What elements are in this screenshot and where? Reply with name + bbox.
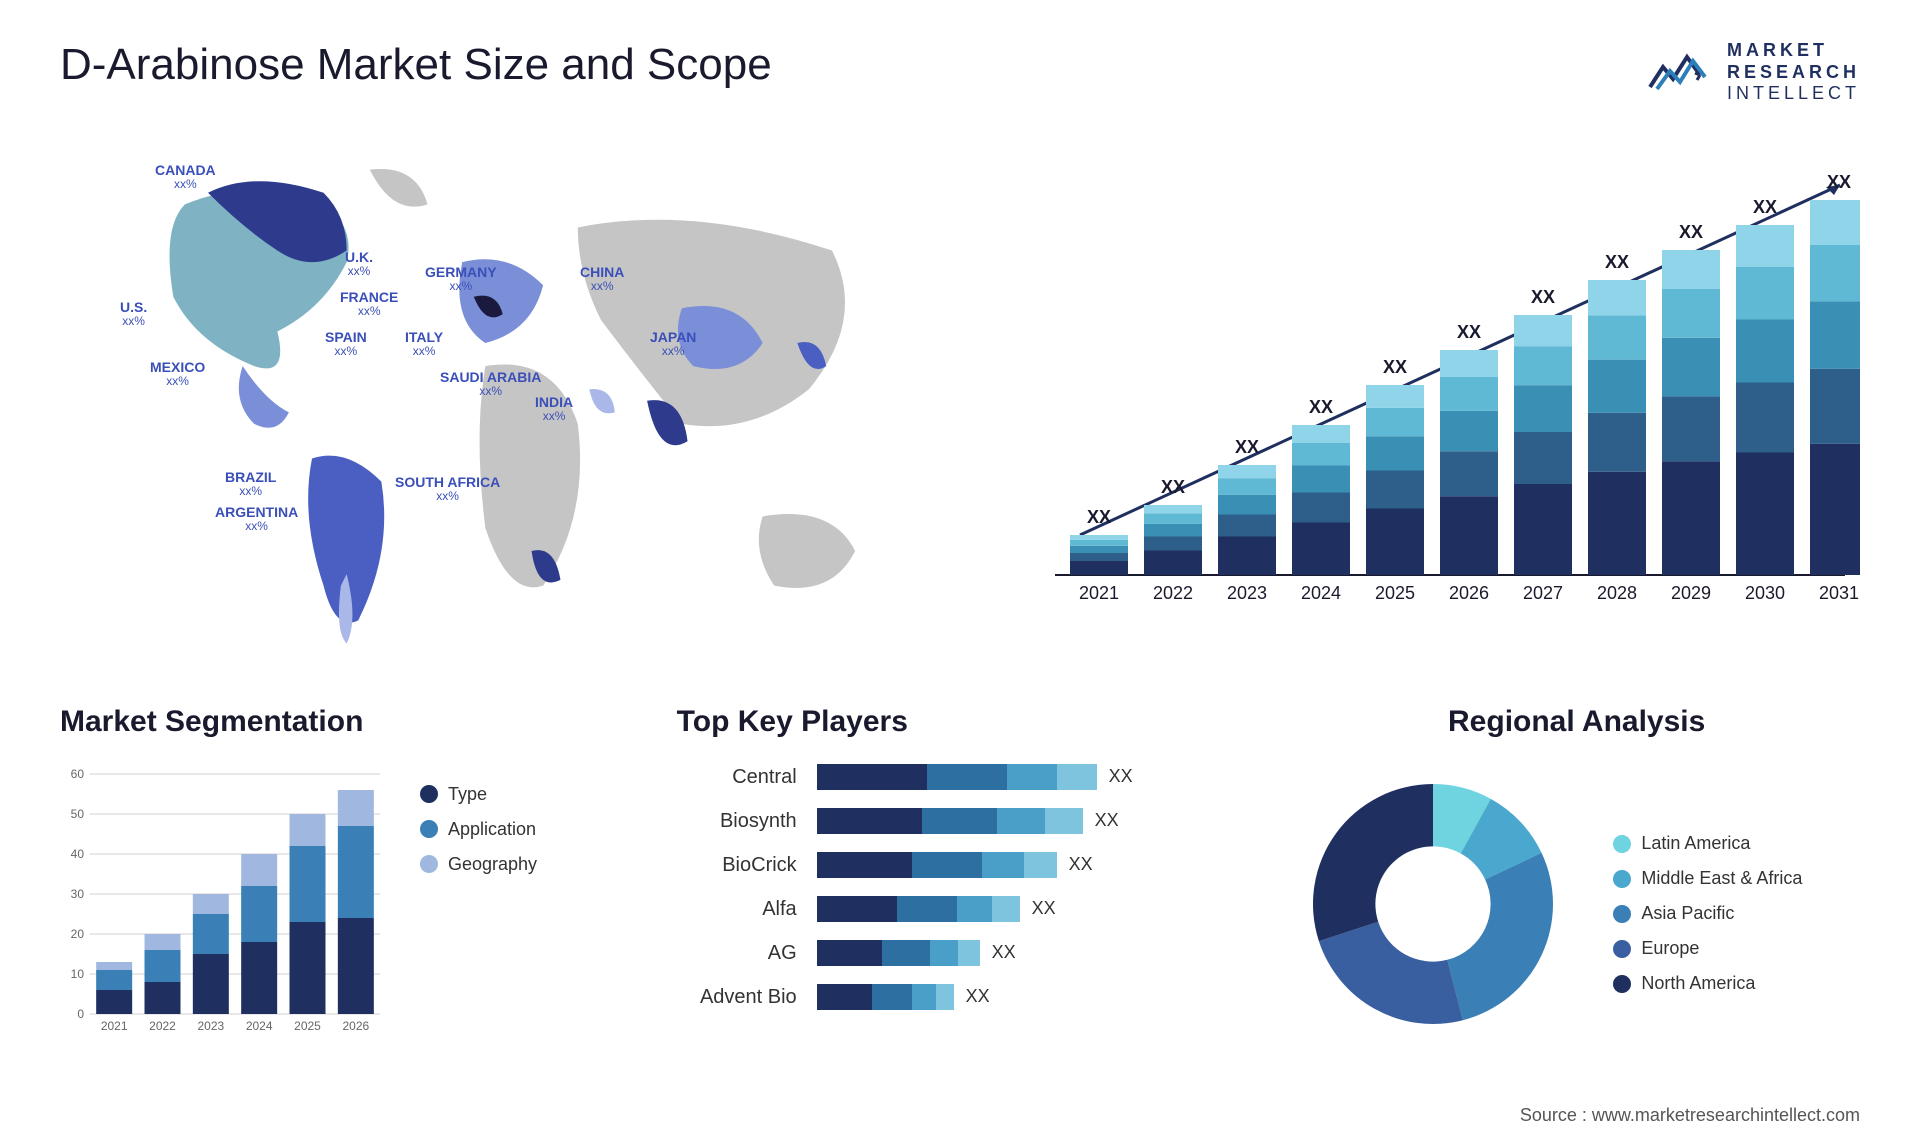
map-label: GERMANYxx% <box>425 265 497 294</box>
legend-item: Type <box>420 784 537 805</box>
svg-text:2030: 2030 <box>1745 583 1785 603</box>
map-label: ARGENTINAxx% <box>215 505 298 534</box>
top-key-players: Top Key Players Central Biosynth BioCrick A… <box>677 705 1244 1044</box>
player-bar-row: XX <box>817 984 1244 1010</box>
svg-text:2024: 2024 <box>1301 583 1341 603</box>
svg-text:2028: 2028 <box>1597 583 1637 603</box>
legend-item: Geography <box>420 854 537 875</box>
source-text: Source : www.marketresearchintellect.com <box>1520 1105 1860 1126</box>
page-title: D-Arabinose Market Size and Scope <box>60 40 772 90</box>
header: D-Arabinose Market Size and Scope MARKET… <box>60 40 1860 105</box>
svg-text:XX: XX <box>1605 252 1629 272</box>
svg-text:2021: 2021 <box>1079 583 1119 603</box>
legend-item: Application <box>420 819 537 840</box>
svg-text:2023: 2023 <box>197 1019 224 1033</box>
brand-logo: MARKET RESEARCH INTELLECT <box>1645 40 1860 105</box>
player-bar-row: XX <box>817 764 1244 790</box>
player-label: Advent Bio <box>677 984 797 1010</box>
segmentation-legend: Type Application Geography <box>420 784 537 875</box>
legend-item: Europe <box>1613 938 1802 959</box>
market-segmentation: Market Segmentation 0 10 20 30 40 50 60 2021 202… <box>60 705 627 1044</box>
svg-text:2025: 2025 <box>1375 583 1415 603</box>
svg-text:10: 10 <box>71 967 85 981</box>
player-value: XX <box>992 942 1016 963</box>
svg-text:60: 60 <box>71 767 85 781</box>
svg-text:2024: 2024 <box>246 1019 273 1033</box>
regional-title: Regional Analysis <box>1293 705 1860 739</box>
segmentation-title: Market Segmentation <box>60 705 627 739</box>
svg-text:XX: XX <box>1827 172 1851 192</box>
map-label: CANADAxx% <box>155 163 216 192</box>
map-label: MEXICOxx% <box>150 360 205 389</box>
svg-text:XX: XX <box>1383 357 1407 377</box>
player-label: Biosynth <box>677 808 797 834</box>
regional-analysis: Regional Analysis Latin America Middle Ea… <box>1293 705 1860 1044</box>
svg-text:2031: 2031 <box>1819 583 1859 603</box>
logo-text: MARKET RESEARCH INTELLECT <box>1727 40 1860 105</box>
svg-text:2026: 2026 <box>1449 583 1489 603</box>
players-title: Top Key Players <box>677 705 1244 739</box>
player-value: XX <box>1032 898 1056 919</box>
svg-text:XX: XX <box>1309 397 1333 417</box>
svg-text:40: 40 <box>71 847 85 861</box>
svg-text:20: 20 <box>71 927 85 941</box>
player-bar-row: XX <box>817 896 1244 922</box>
svg-text:2021: 2021 <box>101 1019 128 1033</box>
svg-text:30: 30 <box>71 887 85 901</box>
legend-item: North America <box>1613 973 1802 994</box>
logo-icon <box>1645 47 1715 97</box>
regional-donut <box>1293 764 1573 1044</box>
svg-text:XX: XX <box>1235 437 1259 457</box>
player-label: BioCrick <box>677 852 797 878</box>
top-row: CANADAxx% U.S.xx% MEXICOxx% BRAZILxx% ARGENT… <box>60 135 1860 655</box>
map-label: INDIAxx% <box>535 395 573 424</box>
svg-text:2029: 2029 <box>1671 583 1711 603</box>
world-map: CANADAxx% U.S.xx% MEXICOxx% BRAZILxx% ARGENT… <box>60 135 980 655</box>
svg-text:XX: XX <box>1679 222 1703 242</box>
map-label: FRANCExx% <box>340 290 398 319</box>
svg-text:XX: XX <box>1753 197 1777 217</box>
legend-item: Middle East & Africa <box>1613 868 1802 889</box>
map-label: ITALYxx% <box>405 330 443 359</box>
svg-text:XX: XX <box>1161 477 1185 497</box>
player-value: XX <box>966 986 990 1007</box>
player-bar-row: XX <box>817 808 1244 834</box>
player-value: XX <box>1069 854 1093 875</box>
map-label: BRAZILxx% <box>225 470 276 499</box>
map-label: SOUTH AFRICAxx% <box>395 475 500 504</box>
map-label: JAPANxx% <box>650 330 696 359</box>
map-label: U.S.xx% <box>120 300 147 329</box>
player-value: XX <box>1109 766 1133 787</box>
svg-text:2022: 2022 <box>1153 583 1193 603</box>
bottom-row: Market Segmentation 0 10 20 30 40 50 60 2021 202… <box>60 705 1860 1044</box>
regional-legend: Latin America Middle East & Africa Asia Pa… <box>1613 833 1802 994</box>
svg-text:XX: XX <box>1457 322 1481 342</box>
player-labels: Central Biosynth BioCrick Alfa AG Advent Bio <box>677 764 797 1010</box>
svg-text:2022: 2022 <box>149 1019 176 1033</box>
player-label: Central <box>677 764 797 790</box>
svg-text:2023: 2023 <box>1227 583 1267 603</box>
map-label: CHINAxx% <box>580 265 624 294</box>
segmentation-chart: 0 10 20 30 40 50 60 2021 2022 2023 2024 2025 2026 <box>60 764 390 1044</box>
player-value: XX <box>1095 810 1119 831</box>
svg-text:50: 50 <box>71 807 85 821</box>
player-bar-row: XX <box>817 940 1244 966</box>
legend-item: Asia Pacific <box>1613 903 1802 924</box>
map-label: U.K.xx% <box>345 250 373 279</box>
svg-text:XX: XX <box>1087 507 1111 527</box>
player-label: AG <box>677 940 797 966</box>
player-bar-row: XX <box>817 852 1244 878</box>
svg-text:2025: 2025 <box>294 1019 321 1033</box>
svg-text:2026: 2026 <box>342 1019 369 1033</box>
main-chart-svg: XX 2021 XX 2022 XX 2023 XX 2024 XX 2025 XX 2026 XX 20… <box>1040 135 1860 635</box>
legend-item: Latin America <box>1613 833 1802 854</box>
main-bar-chart: XX 2021 XX 2022 XX 2023 XX 2024 XX 2025 XX 2026 XX 20… <box>1040 135 1860 635</box>
player-bars: XX XX XX XX XX XX <box>817 764 1244 1010</box>
svg-text:2027: 2027 <box>1523 583 1563 603</box>
map-label: SAUDI ARABIAxx% <box>440 370 541 399</box>
player-label: Alfa <box>677 896 797 922</box>
map-label: SPAINxx% <box>325 330 367 359</box>
svg-text:XX: XX <box>1531 287 1555 307</box>
svg-text:0: 0 <box>77 1007 84 1021</box>
